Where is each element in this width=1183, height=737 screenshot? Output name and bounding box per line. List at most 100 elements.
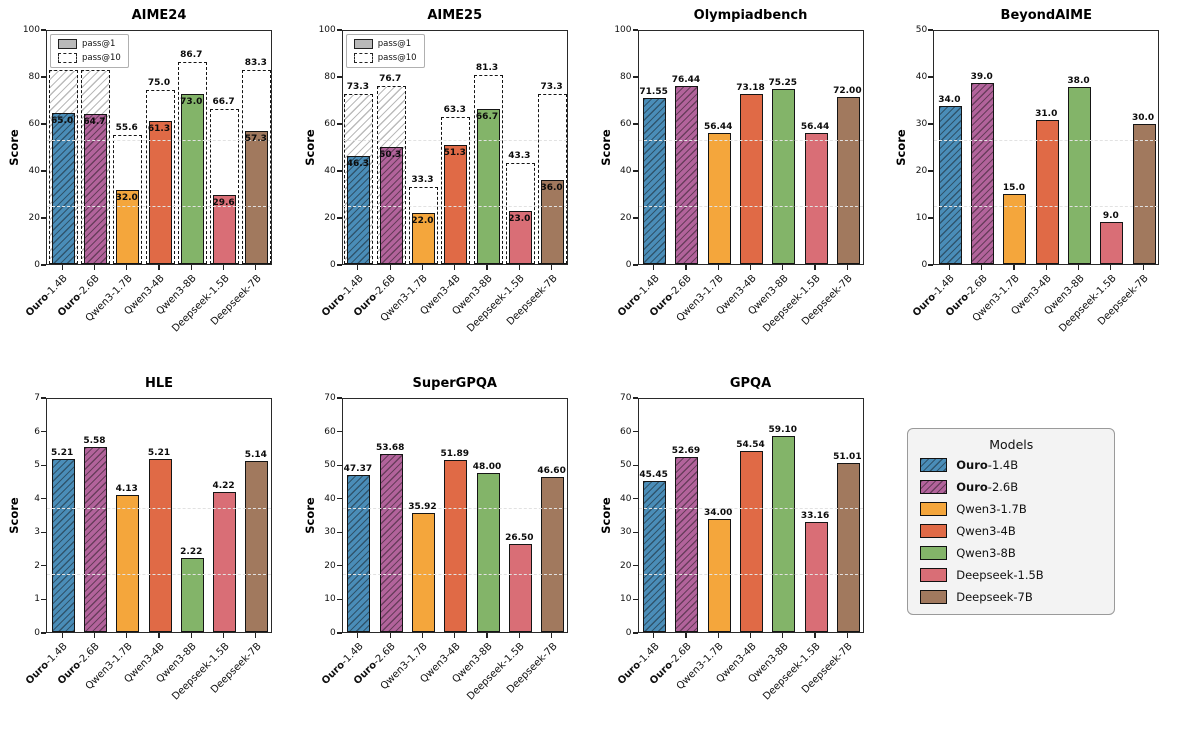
- y-tick-label: 0: [330, 260, 336, 270]
- x-tick-mark: [190, 265, 192, 270]
- y-tick-mark: [41, 430, 46, 433]
- subplot-hle: HLE Score 0 1 2 3 4 5 6 7 5.21 Ouro-1.4B 5.58 Ouro-2.…: [0, 368, 296, 737]
- y-tick-label: 10: [324, 594, 336, 605]
- x-tick-label-rest: Deepseek-1.5B: [761, 273, 823, 335]
- value-label: 5.21: [147, 447, 171, 458]
- legend-swatch: [920, 524, 948, 538]
- y-tick-label: 6: [34, 426, 40, 437]
- value-label: 29.6: [212, 198, 235, 209]
- x-tick-label-rest: -1.4B: [43, 273, 70, 300]
- y-tick-label: 20: [28, 213, 40, 223]
- x-tick-mark: [846, 633, 848, 638]
- y-tick-label: 60: [324, 426, 336, 437]
- pass1-bar: [476, 472, 500, 632]
- legend-entry-label: Deepseek-7B: [956, 590, 1032, 604]
- pass1-bar: [1100, 222, 1124, 264]
- value-label: 36.0: [540, 183, 563, 194]
- value-label: 81.3: [475, 62, 499, 73]
- pass1-bar: [347, 474, 371, 632]
- x-tick-mark: [126, 633, 128, 638]
- plot-area: [341, 398, 568, 633]
- pass1-label: pass@1: [377, 39, 412, 49]
- pass1-bar: [1003, 194, 1027, 264]
- pass1-bar: [707, 519, 731, 632]
- plot-area: [46, 398, 272, 633]
- value-label: 51.3: [443, 147, 466, 158]
- x-tick-mark: [782, 633, 784, 638]
- y-tick-label: 10: [620, 594, 632, 605]
- x-tick-label-rest: -1.4B: [339, 641, 366, 668]
- value-label: 66.7: [475, 111, 499, 122]
- x-tick-label-rest: Deepseek-1.5B: [465, 273, 528, 335]
- y-tick-mark: [41, 498, 46, 500]
- value-label: 46.60: [537, 466, 566, 477]
- chart-title: AIME25: [427, 8, 483, 23]
- y-tick-label: 30: [620, 527, 632, 538]
- x-tick-label-rest: -1.4B: [930, 273, 958, 300]
- y-tick-mark: [632, 565, 638, 567]
- y-tick-label: 40: [324, 166, 336, 176]
- value-label: 9.0: [1102, 211, 1119, 222]
- y-tick-mark: [336, 397, 342, 399]
- value-label: 15.0: [1002, 183, 1026, 194]
- y-tick-label: 80: [620, 72, 632, 82]
- y-tick-label: 50: [324, 460, 336, 471]
- y-tick-mark: [41, 464, 46, 466]
- x-tick-mark: [846, 265, 848, 270]
- value-label: 52.69: [671, 445, 701, 456]
- y-tick-mark: [41, 397, 46, 399]
- y-tick-mark: [336, 498, 342, 500]
- value-label: 48.00: [472, 461, 502, 472]
- value-label: 43.3: [508, 151, 531, 162]
- y-tick-mark: [41, 217, 46, 219]
- pass10-label: pass@10: [377, 53, 417, 63]
- y-tick-label: 20: [915, 166, 928, 176]
- reference-line: [47, 205, 271, 207]
- legend-label-rest: Qwen3-4B: [956, 524, 1016, 538]
- value-label: 2.22: [180, 547, 203, 558]
- x-tick-mark: [190, 633, 192, 638]
- y-tick-mark: [41, 531, 46, 533]
- subplot-supergpqa: SuperGPQA Score 0 10 20 30 40 50 60 70 47.37 Ouro-1…: [296, 368, 592, 737]
- value-label: 4.22: [212, 480, 235, 491]
- legend-label-rest: -2.6B: [987, 480, 1019, 494]
- value-label: 50.3: [379, 150, 402, 160]
- y-tick-label: 40: [620, 493, 632, 504]
- legend-swatch: [920, 590, 948, 604]
- pass1-bar: [707, 132, 731, 264]
- value-label: 55.6: [115, 122, 138, 133]
- x-tick-label-rest: -1.4B: [635, 641, 662, 668]
- y-tick-mark: [336, 632, 342, 634]
- legend-label-bold: Ouro: [956, 458, 988, 472]
- y-tick-mark: [41, 264, 46, 266]
- y-tick-label: 40: [324, 493, 336, 504]
- y-tick-label: 70: [620, 393, 632, 403]
- x-tick-mark: [61, 265, 63, 270]
- legend-entry-label: Ouro-2.6B: [956, 480, 1018, 494]
- y-tick-label: 0: [625, 260, 632, 270]
- legend-entry: Qwen3-8B: [920, 546, 1102, 560]
- value-label: 86.7: [180, 50, 203, 61]
- x-tick-mark: [61, 633, 63, 638]
- y-tick-mark: [41, 170, 46, 172]
- y-tick-mark: [632, 170, 638, 172]
- y-tick-label: 60: [28, 119, 40, 129]
- x-tick-mark: [93, 633, 96, 638]
- reference-line: [47, 139, 271, 141]
- x-tick-mark: [551, 633, 553, 638]
- pass-legend: pass@1 pass@10: [50, 34, 129, 68]
- reference-line: [638, 507, 863, 509]
- y-tick-label: 40: [915, 72, 928, 82]
- x-tick-mark: [749, 265, 752, 270]
- pass1-bar: [1068, 87, 1092, 264]
- value-label: 73.3: [346, 81, 369, 92]
- legend-entry-label: Ouro-1.4B: [956, 458, 1018, 472]
- legend-entry-label: Deepseek-1.5B: [956, 568, 1043, 582]
- value-label: 22.0: [411, 215, 434, 226]
- x-tick-label-rest: -2.6B: [963, 273, 990, 300]
- legend-entry: Qwen3-1.7B: [920, 502, 1102, 516]
- value-label: 73.3: [540, 81, 563, 92]
- legend-label-rest: Deepseek-1.5B: [956, 568, 1044, 582]
- y-tick-mark: [928, 29, 934, 31]
- x-tick-mark: [421, 633, 424, 638]
